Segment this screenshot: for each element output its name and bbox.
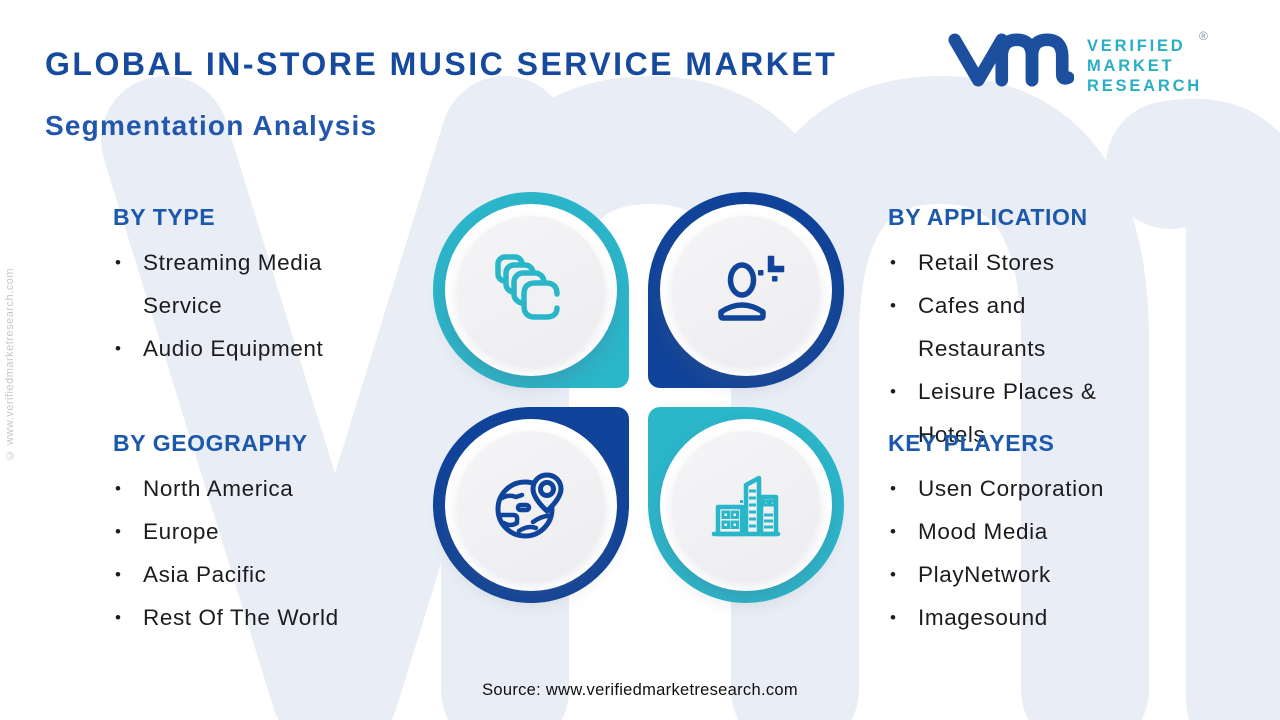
logo-word-line: MARKET: [1087, 57, 1175, 75]
logo-word-line: RESEARCH: [1087, 77, 1202, 95]
list-item: Cafes and Restaurants: [888, 284, 1150, 370]
section-by-geography: BY GEOGRAPHY North America Europe Asia P…: [113, 429, 413, 639]
section-heading: BY TYPE: [113, 204, 216, 230]
registered-trademark-symbol: ®: [1199, 29, 1208, 43]
section-list: Streaming Media Service Audio Equipment: [113, 241, 373, 370]
list-item: Europe: [113, 510, 413, 553]
section-list: Retail Stores Cafes and Restaurants Leis…: [888, 241, 1150, 456]
quadrant-icon-disc: [672, 216, 820, 364]
list-item: PlayNetwork: [888, 553, 1208, 596]
list-item: Streaming Media Service: [113, 241, 373, 327]
logo-word-line: VERIFIED: [1087, 37, 1186, 55]
quadrant-icon-disc: [672, 431, 820, 579]
list-item: Rest Of The World: [113, 596, 413, 639]
quadrant-key-players: [648, 407, 844, 603]
list-item: Mood Media: [888, 510, 1208, 553]
section-list: Usen Corporation Mood Media PlayNetwork …: [888, 467, 1208, 639]
buildings-icon: [711, 475, 781, 537]
list-item: North America: [113, 467, 413, 510]
brand-logo: VERIFIED MARKET RESEARCH ®: [948, 28, 1238, 100]
section-heading: KEY PLAYERS: [888, 430, 1055, 456]
list-item: Retail Stores: [888, 241, 1150, 284]
section-heading: BY APPLICATION: [888, 204, 1088, 230]
section-by-type: BY TYPE Streaming Media Service Audio Eq…: [113, 203, 373, 370]
quadrant-geography: [433, 407, 629, 603]
quadrant-icon-disc: [457, 216, 605, 364]
side-copyright-watermark: © www.verifiedmarketresearch.com: [4, 268, 16, 462]
user-plus-icon: [718, 255, 785, 321]
section-by-application: BY APPLICATION Retail Stores Cafes and R…: [888, 203, 1150, 456]
quadrant-icon-disc: [457, 431, 605, 579]
list-item: Audio Equipment: [113, 327, 373, 370]
list-item: Asia Pacific: [113, 553, 413, 596]
quadrant-application: [648, 192, 844, 388]
list-item: Leisure Places & Hotels: [888, 370, 1150, 456]
page-subtitle: Segmentation Analysis: [45, 110, 378, 141]
logo-wordmark: VERIFIED MARKET RESEARCH: [1087, 36, 1202, 96]
section-list: North America Europe Asia Pacific Rest O…: [113, 467, 413, 639]
globe-pin-icon: [495, 472, 564, 539]
quadrant-type: [433, 192, 629, 388]
media-stack-icon: [495, 254, 560, 320]
list-item: Usen Corporation: [888, 467, 1208, 510]
section-heading: BY GEOGRAPHY: [113, 430, 308, 456]
section-key-players: KEY PLAYERS Usen Corporation Mood Media …: [888, 429, 1208, 639]
page-title: GLOBAL IN-STORE MUSIC SERVICE MARKET: [45, 46, 838, 82]
list-item: Imagesound: [888, 596, 1208, 639]
source-attribution: Source: www.verifiedmarketresearch.com: [482, 681, 798, 699]
vmr-monogram-icon: [948, 33, 1075, 87]
